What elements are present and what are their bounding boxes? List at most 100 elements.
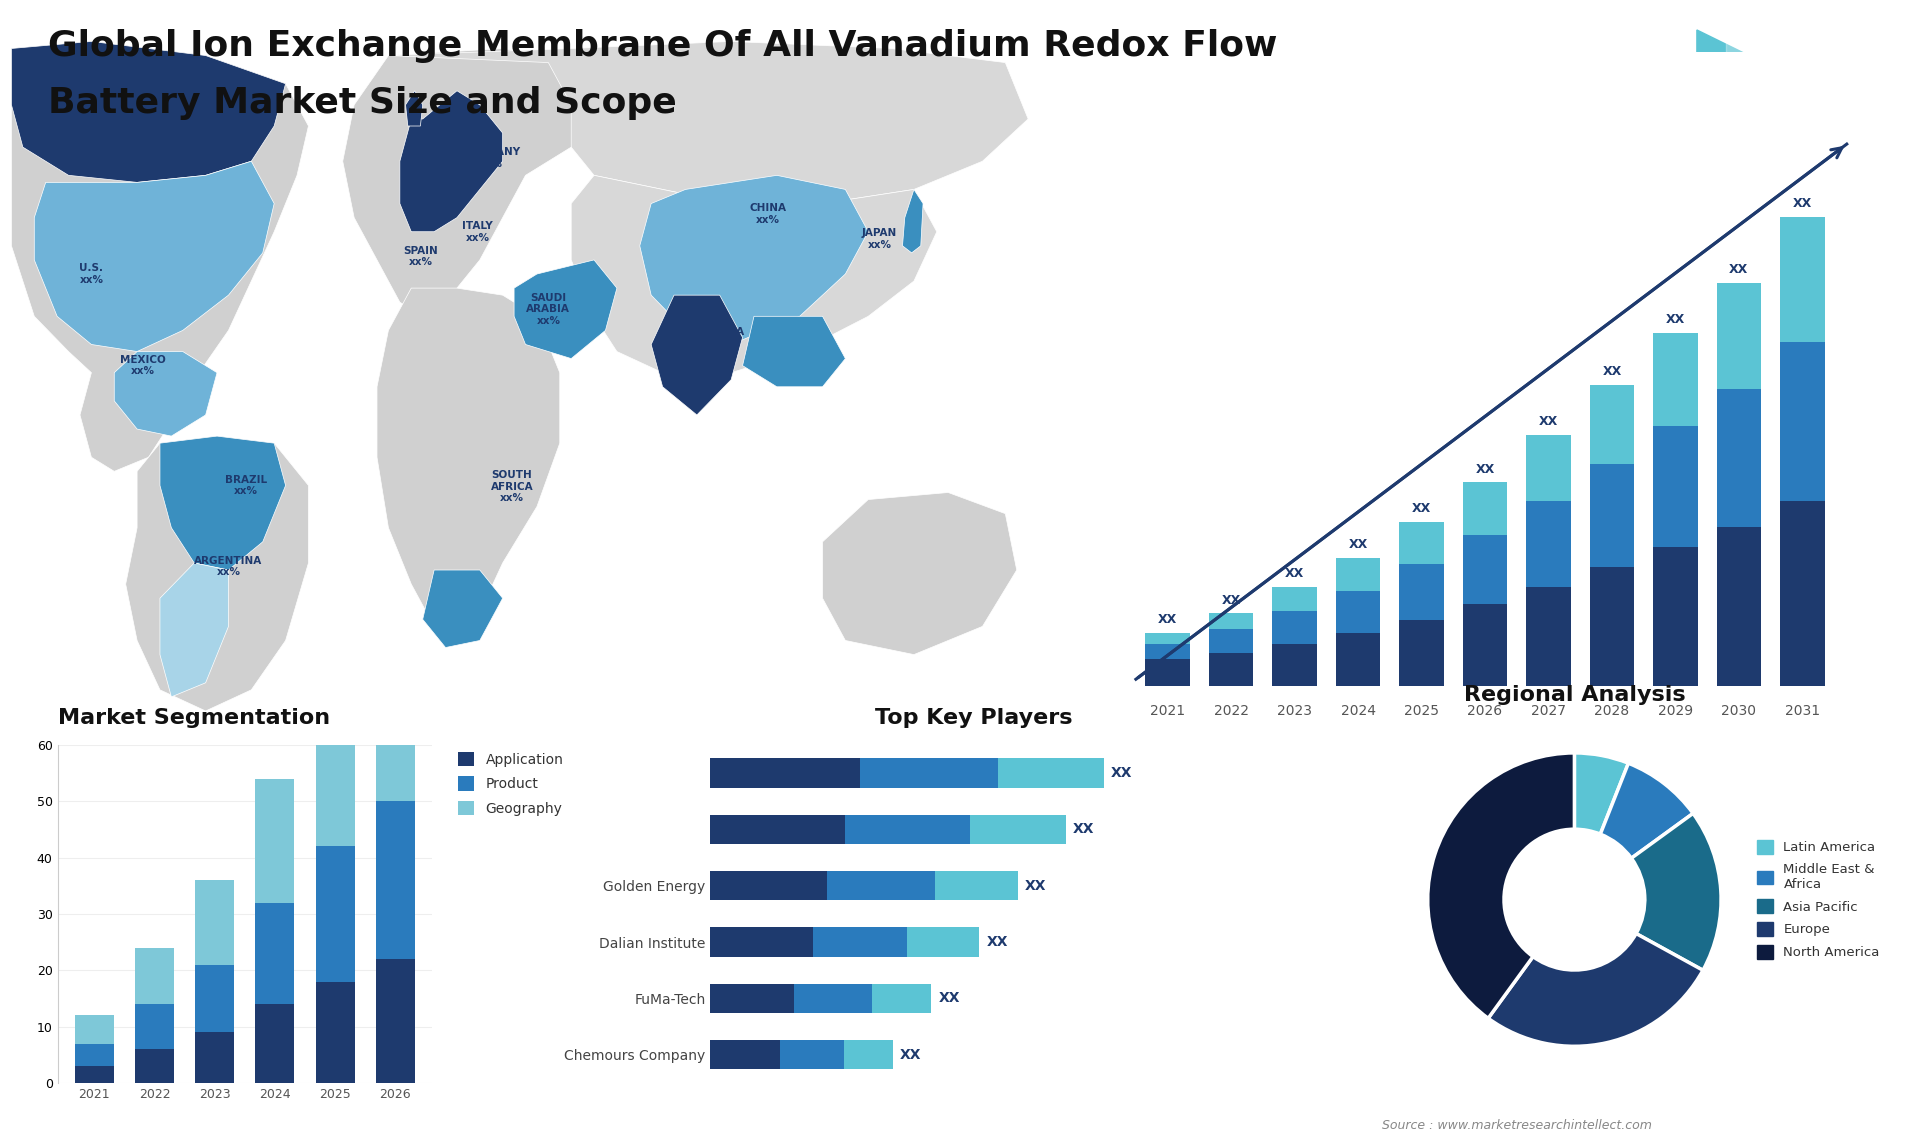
Polygon shape — [342, 48, 593, 316]
Bar — [376, 801, 415, 959]
Bar — [1463, 604, 1507, 685]
Bar — [1400, 521, 1444, 564]
Text: XX: XX — [1475, 463, 1494, 476]
Polygon shape — [12, 41, 309, 471]
Text: FRANCE
xx%: FRANCE xx% — [409, 199, 455, 221]
Bar — [1210, 613, 1254, 629]
Text: XX: XX — [939, 991, 960, 1005]
Bar — [1400, 564, 1444, 620]
Bar — [1336, 590, 1380, 633]
Bar — [906, 927, 979, 957]
Text: XX: XX — [1112, 766, 1133, 780]
Bar — [1336, 633, 1380, 685]
Bar — [1716, 388, 1761, 527]
Bar — [710, 815, 845, 845]
Bar — [710, 983, 795, 1013]
Polygon shape — [1697, 30, 1761, 92]
Bar — [860, 759, 998, 787]
Bar — [75, 1066, 113, 1083]
Bar — [710, 1041, 780, 1069]
Text: MEXICO
xx%: MEXICO xx% — [119, 355, 165, 376]
Bar — [134, 948, 175, 1004]
Text: BRAZIL
xx%: BRAZIL xx% — [225, 474, 267, 496]
Bar — [315, 846, 355, 981]
Text: CHINA
xx%: CHINA xx% — [749, 203, 785, 225]
Bar — [1653, 425, 1697, 547]
Wedge shape — [1488, 934, 1703, 1046]
Polygon shape — [651, 296, 743, 415]
Bar — [1210, 629, 1254, 653]
Polygon shape — [822, 493, 1018, 654]
Bar — [845, 815, 970, 845]
Polygon shape — [639, 175, 868, 345]
Text: XX: XX — [1603, 364, 1622, 378]
Wedge shape — [1632, 814, 1720, 971]
Polygon shape — [12, 41, 286, 182]
Text: XX: XX — [1158, 613, 1177, 627]
Bar — [1590, 567, 1634, 685]
Bar — [935, 871, 1018, 901]
Bar — [828, 871, 935, 901]
Wedge shape — [1599, 763, 1693, 858]
Bar — [1210, 653, 1254, 685]
Polygon shape — [572, 175, 937, 372]
Polygon shape — [115, 352, 217, 437]
Text: CANADA
xx%: CANADA xx% — [119, 157, 167, 179]
Bar — [1716, 527, 1761, 685]
Text: U.K.
xx%: U.K. xx% — [405, 154, 430, 175]
Bar — [196, 1033, 234, 1083]
Polygon shape — [159, 437, 286, 570]
Text: XX: XX — [1348, 539, 1367, 551]
Bar — [1653, 333, 1697, 425]
Bar — [75, 1015, 113, 1044]
Bar — [998, 759, 1104, 787]
Bar — [134, 1004, 175, 1050]
Polygon shape — [515, 260, 616, 359]
Polygon shape — [1726, 30, 1789, 92]
Polygon shape — [388, 41, 1027, 204]
Text: XX: XX — [1667, 313, 1686, 327]
Bar — [1590, 464, 1634, 567]
Text: Global Ion Exchange Membrane Of All Vanadium Redox Flow: Global Ion Exchange Membrane Of All Vana… — [48, 29, 1277, 63]
Text: XX: XX — [1538, 415, 1559, 429]
Bar — [1780, 217, 1824, 343]
Bar — [315, 666, 355, 846]
Text: ARGENTINA
xx%: ARGENTINA xx% — [194, 556, 263, 578]
Bar — [1273, 611, 1317, 644]
Text: XX: XX — [987, 935, 1008, 949]
Bar — [1716, 283, 1761, 388]
Polygon shape — [743, 316, 845, 387]
Bar — [1273, 587, 1317, 611]
Polygon shape — [159, 563, 228, 697]
Text: JAPAN
xx%: JAPAN xx% — [862, 228, 897, 250]
Text: XX: XX — [1221, 594, 1240, 606]
Bar — [1336, 558, 1380, 590]
Bar — [1146, 644, 1190, 659]
Polygon shape — [35, 162, 275, 352]
Bar — [1400, 620, 1444, 685]
Text: XX: XX — [1284, 567, 1304, 580]
Bar — [795, 983, 872, 1013]
Bar — [710, 759, 860, 787]
Polygon shape — [399, 91, 503, 231]
Text: U.S.
xx%: U.S. xx% — [79, 264, 104, 285]
Text: SPAIN
xx%: SPAIN xx% — [403, 245, 438, 267]
Wedge shape — [1574, 753, 1628, 834]
Text: XX: XX — [1411, 502, 1430, 516]
Bar — [710, 927, 812, 957]
Text: XX: XX — [1730, 264, 1749, 276]
Bar — [315, 981, 355, 1083]
Bar — [843, 1041, 893, 1069]
Text: XX: XX — [1025, 879, 1046, 893]
Text: Regional Analysis: Regional Analysis — [1463, 685, 1686, 705]
Legend: Latin America, Middle East &
Africa, Asia Pacific, Europe, North America: Latin America, Middle East & Africa, Asi… — [1757, 840, 1880, 959]
Text: SAUDI
ARABIA
xx%: SAUDI ARABIA xx% — [526, 292, 570, 325]
Legend: Application, Product, Geography: Application, Product, Geography — [457, 752, 563, 816]
Bar — [196, 880, 234, 965]
Text: GERMANY
xx%: GERMANY xx% — [463, 147, 520, 168]
Bar — [1273, 644, 1317, 685]
Bar — [1590, 385, 1634, 464]
Bar — [1780, 501, 1824, 685]
Text: ITALY
xx%: ITALY xx% — [463, 221, 493, 243]
Polygon shape — [405, 91, 422, 126]
